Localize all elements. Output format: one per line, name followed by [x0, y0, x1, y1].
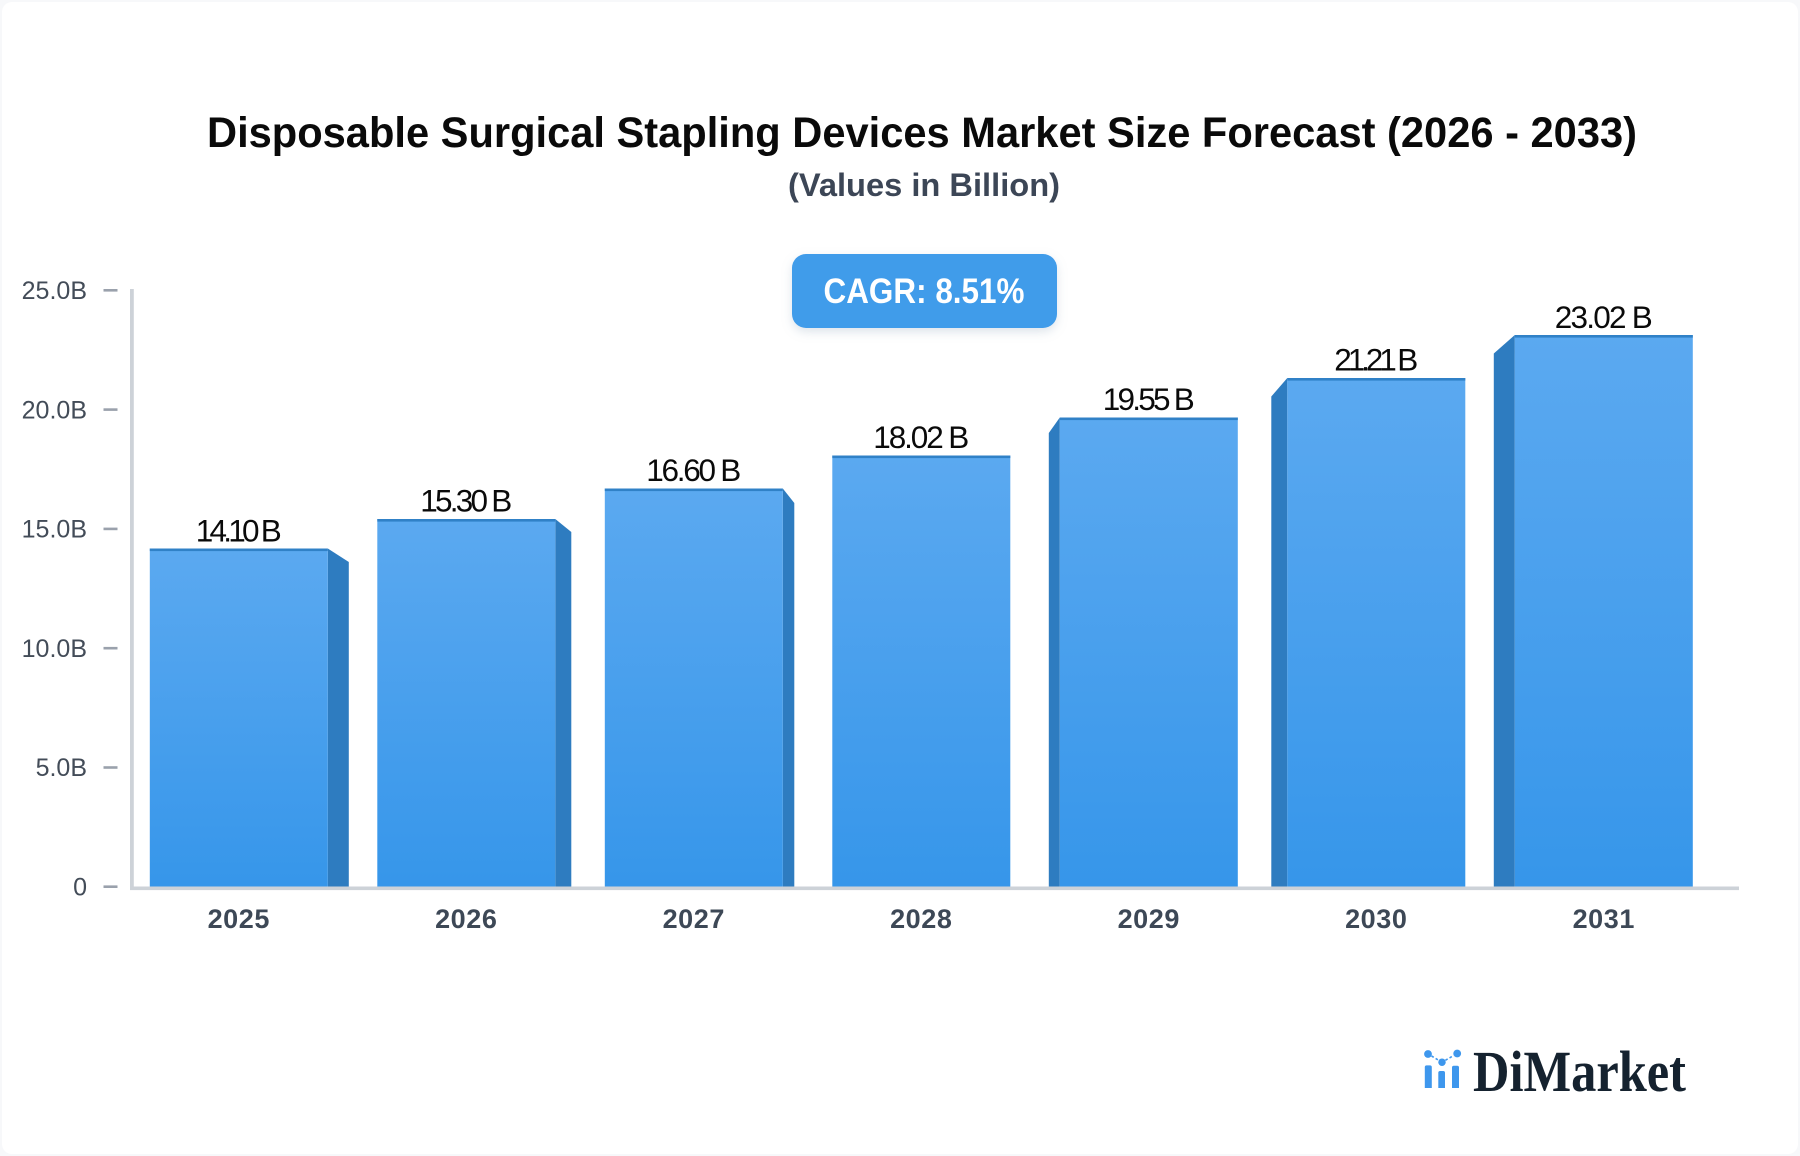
svg-text:2028: 2028: [890, 904, 952, 934]
svg-text:15.0B: 15.0B: [22, 516, 87, 544]
svg-text:25.0B: 25.0B: [22, 277, 87, 305]
svg-text:DiMarket: DiMarket: [1473, 1039, 1687, 1104]
svg-text:2031: 2031: [1573, 904, 1635, 934]
svg-text:5.0B: 5.0B: [36, 754, 87, 782]
svg-text:Disposable Surgical Stapling D: Disposable Surgical Stapling Devices Mar…: [207, 109, 1637, 157]
svg-text:2027: 2027: [663, 904, 725, 934]
svg-text:(Values in Billion): (Values in Billion): [788, 167, 1060, 203]
svg-text:14.10 B: 14.10 B: [196, 513, 282, 549]
svg-text:10.0B: 10.0B: [22, 635, 87, 663]
svg-text:18.02 B: 18.02 B: [873, 419, 969, 455]
svg-text:15.30 B: 15.30 B: [420, 483, 512, 519]
svg-text:CAGR: 8.51%: CAGR: 8.51%: [824, 272, 1025, 311]
svg-text:23.02 B: 23.02 B: [1555, 299, 1653, 335]
svg-text:20.0B: 20.0B: [22, 396, 87, 424]
svg-text:21.21 B: 21.21 B: [1334, 342, 1418, 378]
svg-text:2026: 2026: [435, 904, 497, 934]
svg-text:16.60 B: 16.60 B: [646, 452, 741, 488]
svg-text:2025: 2025: [208, 904, 270, 934]
svg-text:2029: 2029: [1118, 904, 1180, 934]
svg-text:19.55 B: 19.55 B: [1103, 381, 1195, 417]
svg-text:2030: 2030: [1345, 904, 1407, 934]
svg-text:0: 0: [73, 874, 87, 902]
